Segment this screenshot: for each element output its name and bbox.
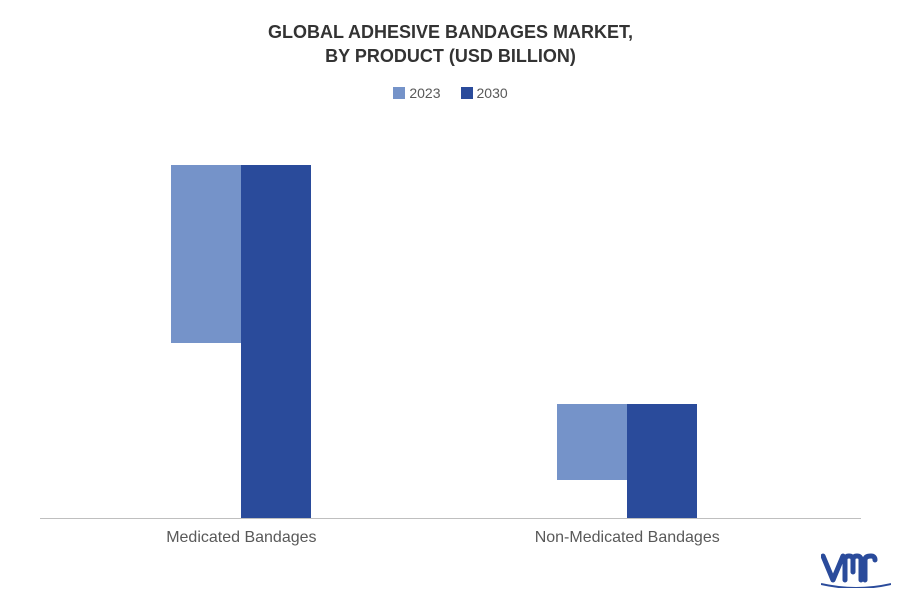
plot-area	[40, 109, 861, 519]
chart-container: GLOBAL ADHESIVE BANDAGES MARKET, BY PROD…	[0, 0, 901, 599]
bar-nonmedicated-2030	[627, 404, 697, 518]
bar-group-0	[171, 165, 311, 518]
title-line-2: BY PRODUCT (USD BILLION)	[40, 44, 861, 68]
x-label-0: Medicated Bandages	[111, 529, 371, 547]
legend-swatch-2030	[461, 87, 473, 99]
legend-label-2023: 2023	[409, 85, 440, 101]
title-line-1: GLOBAL ADHESIVE BANDAGES MARKET,	[40, 20, 861, 44]
legend: 2023 2030	[40, 85, 861, 101]
x-label-1: Non-Medicated Bandages	[497, 529, 757, 547]
chart-title: GLOBAL ADHESIVE BANDAGES MARKET, BY PROD…	[40, 20, 861, 69]
bar-medicated-2023	[171, 165, 241, 344]
legend-swatch-2023	[393, 87, 405, 99]
bar-medicated-2030	[241, 165, 311, 518]
bar-nonmedicated-2023	[557, 404, 627, 480]
legend-item-2023: 2023	[393, 85, 440, 101]
bar-group-1	[557, 404, 697, 518]
watermark-logo	[821, 552, 891, 593]
x-axis-labels: Medicated Bandages Non-Medicated Bandage…	[40, 529, 861, 559]
legend-item-2030: 2030	[461, 85, 508, 101]
legend-label-2030: 2030	[477, 85, 508, 101]
